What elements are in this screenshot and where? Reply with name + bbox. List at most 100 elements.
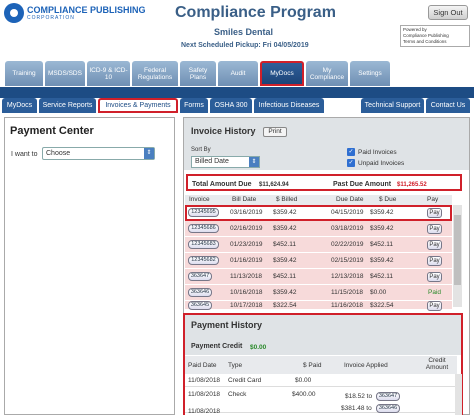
paid-invoices-checkbox[interactable]: ✓: [347, 148, 355, 156]
logo-text: COMPLIANCE PUBLISHING: [27, 5, 146, 15]
invoice-link[interactable]: 363645: [188, 301, 212, 310]
table-row: [185, 253, 452, 269]
due-date: 02/22/2019: [331, 241, 364, 248]
unpaid-invoices-checkbox[interactable]: ✓: [347, 159, 355, 167]
due-amount: $0.00: [370, 289, 387, 296]
tab-my-compliance[interactable]: My Compliance: [306, 61, 348, 86]
payment-scrollbar[interactable]: [455, 374, 462, 415]
past-due-value: $11,265.52: [397, 182, 427, 188]
applied-invoice-link[interactable]: 363647: [376, 392, 400, 401]
bill-date: 10/17/2018: [230, 302, 263, 309]
due-date: 11/15/2018: [331, 289, 364, 296]
due-amount: $452.11: [370, 273, 394, 280]
payment-type: Check: [228, 391, 247, 398]
due-date: 11/16/2018: [331, 302, 364, 309]
col-invoice-applied: Invoice Applied: [344, 362, 388, 369]
pay-button[interactable]: Pay: [427, 208, 442, 218]
applied-amount: $381.48 to: [341, 405, 372, 412]
payment-history-title: Payment History: [191, 320, 263, 330]
subtab-technical-support[interactable]: Technical Support: [361, 98, 424, 113]
billed-amount: $359.42: [273, 209, 297, 216]
payment-history-header: [185, 315, 461, 355]
tab-federal-regulations[interactable]: Federal Regulations: [132, 61, 178, 86]
billed-amount: $452.11: [273, 273, 297, 280]
tab-audit[interactable]: Audit: [218, 61, 258, 86]
tab-icd[interactable]: ICD-9 & ICD-10: [87, 61, 130, 86]
bill-date: 11/13/2018: [230, 273, 263, 280]
invoice-link[interactable]: 12345683: [188, 240, 219, 249]
terms-link[interactable]: Terms and Conditions: [403, 39, 447, 44]
table-row: [185, 237, 452, 253]
i-want-to-label: I want to: [11, 151, 38, 158]
invoice-link[interactable]: 12345695: [188, 208, 219, 217]
paid-date: 11/08/2018: [188, 377, 221, 384]
invoice-history-title: Invoice History: [191, 126, 256, 136]
due-amount: $452.11: [370, 241, 394, 248]
col-bill-date: Bill Date: [232, 196, 257, 203]
due-date: 03/18/2019: [331, 225, 364, 232]
chevron-down-icon[interactable]: ⇕: [249, 157, 259, 167]
table-row: [185, 387, 457, 413]
invoice-link[interactable]: 12345686: [188, 224, 219, 233]
subtab-contact-us[interactable]: Contact Us: [426, 98, 470, 113]
invoice-link[interactable]: 363646: [188, 288, 212, 297]
bill-date: 02/16/2019: [230, 225, 263, 232]
bill-date: 01/23/2019: [230, 241, 263, 248]
subtab-service-reports[interactable]: Service Reports: [39, 98, 96, 113]
col-due-date: Due Date: [336, 196, 364, 203]
invoice-link[interactable]: 363647: [188, 272, 212, 281]
applied-invoice-link[interactable]: 363646: [376, 404, 400, 413]
subtab-osha-300[interactable]: OSHA 300: [210, 98, 252, 113]
payment-type: Credit Card: [228, 377, 262, 384]
table-row: [185, 285, 452, 301]
billed-amount: $359.42: [273, 225, 297, 232]
tab-settings[interactable]: Settings: [350, 61, 390, 86]
total-amount-due-label: Total Amount Due: [192, 181, 252, 188]
invoice-link[interactable]: 12345682: [188, 256, 219, 265]
pay-button[interactable]: Pay: [427, 240, 442, 250]
pay-button[interactable]: Pay: [427, 272, 442, 282]
table-row: [185, 221, 452, 237]
payment-center-panel: [4, 117, 175, 415]
sort-select[interactable]: Billed Date: [191, 156, 260, 168]
invoice-scrollbar-thumb[interactable]: [454, 215, 461, 285]
table-row: [185, 269, 452, 285]
tab-training[interactable]: Training: [5, 61, 43, 86]
payment-center-title: Payment Center: [10, 125, 94, 137]
logo-subtitle: CORPORATION: [27, 15, 75, 21]
tab-mydocs[interactable]: MyDocs: [260, 61, 304, 86]
client-name: Smiles Dental: [214, 27, 274, 37]
bill-date: 10/16/2018: [230, 289, 263, 296]
col-invoice: Invoice: [189, 196, 210, 203]
applied-amount: $18.52 to: [345, 393, 373, 400]
paid-status: Paid: [428, 289, 442, 296]
col-billed: $ Billed: [276, 196, 298, 203]
bill-date: 03/16/2019: [230, 209, 263, 216]
subtab-mydocs[interactable]: MyDocs: [2, 98, 37, 113]
paid-amount: $400.00: [292, 391, 316, 398]
paid-date: 11/08/2018: [188, 408, 221, 415]
unpaid-invoices-label: Unpaid Invoices: [358, 160, 405, 167]
due-amount: $359.42: [370, 225, 394, 232]
print-button[interactable]: Print: [263, 127, 287, 137]
payment-table-header: [185, 356, 457, 374]
nav-bar: [0, 87, 474, 98]
pay-button[interactable]: Pay: [427, 256, 442, 266]
chevron-down-icon[interactable]: ⇕: [144, 148, 154, 159]
pay-button[interactable]: Pay: [427, 224, 442, 234]
sort-by-label: Sort By: [191, 147, 211, 153]
due-date: 12/13/2018: [331, 273, 364, 280]
sign-out-button[interactable]: Sign Out: [428, 5, 468, 20]
col-credit-amount: Credit Amount: [425, 357, 449, 371]
tab-msds[interactable]: MSDS/SDS: [45, 61, 85, 86]
subtab-forms[interactable]: Forms: [180, 98, 208, 113]
paid-amount: $0.00: [295, 377, 312, 384]
table-row: [185, 374, 457, 387]
pay-button[interactable]: Pay: [427, 301, 442, 311]
subtab-infectious-diseases[interactable]: Infectious Diseases: [254, 98, 324, 113]
tab-safety-plans[interactable]: Safety Plans: [180, 61, 216, 86]
action-select[interactable]: Choose: [42, 147, 155, 160]
subtab-invoices-payments[interactable]: Invoices & Payments: [98, 98, 178, 113]
paid-date: 11/08/2018: [188, 391, 221, 398]
powered-by-label: Powered by: [403, 27, 427, 32]
